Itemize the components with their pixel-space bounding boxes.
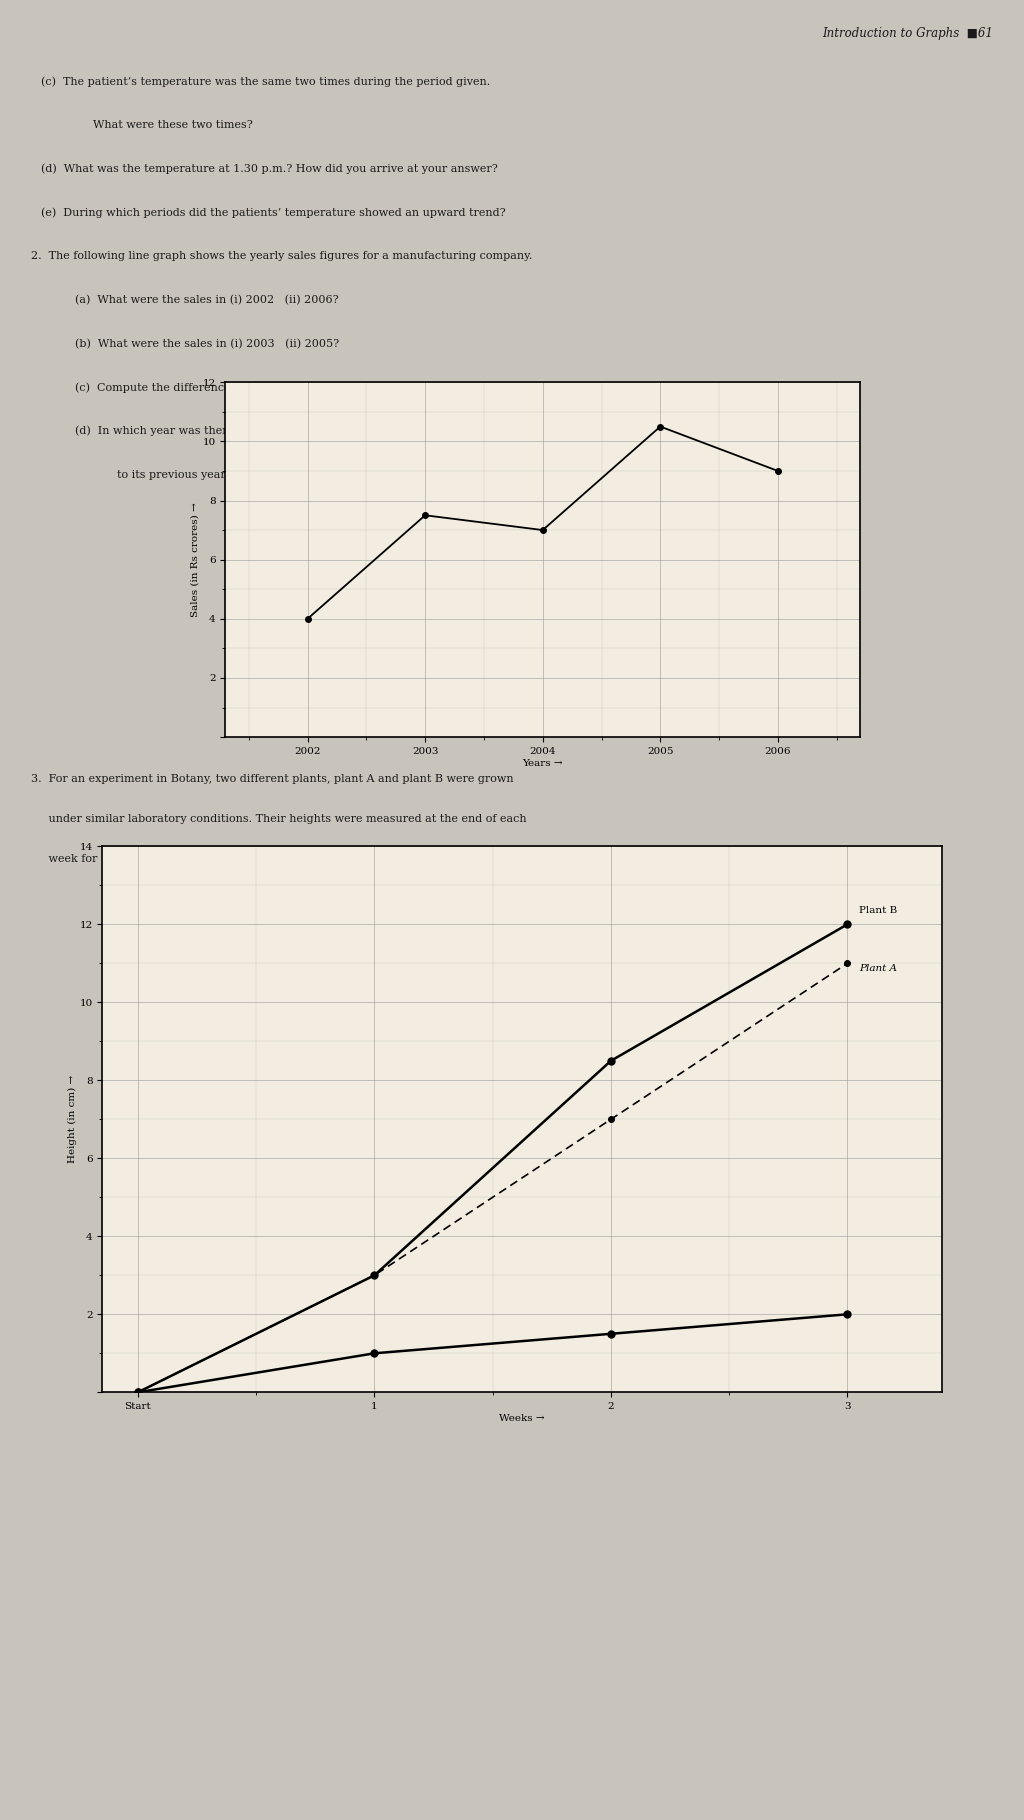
Text: Plant B: Plant B [859,906,898,915]
Text: (d)  What was the temperature at 1.30 p.m.? How did you arrive at your answer?: (d) What was the temperature at 1.30 p.m… [41,164,498,175]
Text: 2.  The following line graph shows the yearly sales figures for a manufacturing : 2. The following line graph shows the ye… [31,251,532,260]
Y-axis label: Height (in cm) →: Height (in cm) → [68,1076,77,1163]
X-axis label: Years →: Years → [522,759,563,768]
X-axis label: Weeks →: Weeks → [500,1414,545,1423]
Text: week for 3 weeks. The results are shown by the following graph.: week for 3 weeks. The results are shown … [31,854,413,863]
Text: to its previous year?: to its previous year? [82,470,231,479]
Text: (d)  In which year was there the greatest difference between the sales as compar: (d) In which year was there the greatest… [61,426,548,437]
Text: (b)  What were the sales in (i) 2003   (ii) 2005?: (b) What were the sales in (i) 2003 (ii)… [61,339,340,349]
Text: Plant A: Plant A [859,965,897,974]
Text: (c)  Compute the difference between the sales in 2002 and 2006.: (c) Compute the difference between the s… [61,382,442,393]
Text: 3.  For an experiment in Botany, two different plants, plant A and plant B were : 3. For an experiment in Botany, two diff… [31,774,513,783]
Text: under similar laboratory conditions. Their heights were measured at the end of e: under similar laboratory conditions. The… [31,814,526,823]
Text: Introduction to Graphs  ■61: Introduction to Graphs ■61 [822,27,993,40]
Text: (a)  What were the sales in (i) 2002   (ii) 2006?: (a) What were the sales in (i) 2002 (ii)… [61,295,339,306]
Text: (e)  During which periods did the patients’ temperature showed an upward trend?: (e) During which periods did the patient… [41,207,506,218]
Text: What were these two times?: What were these two times? [72,120,253,129]
Y-axis label: Sales (in Rs crores) →: Sales (in Rs crores) → [190,502,200,617]
Text: (c)  The patient’s temperature was the same two times during the period given.: (c) The patient’s temperature was the sa… [41,76,490,87]
